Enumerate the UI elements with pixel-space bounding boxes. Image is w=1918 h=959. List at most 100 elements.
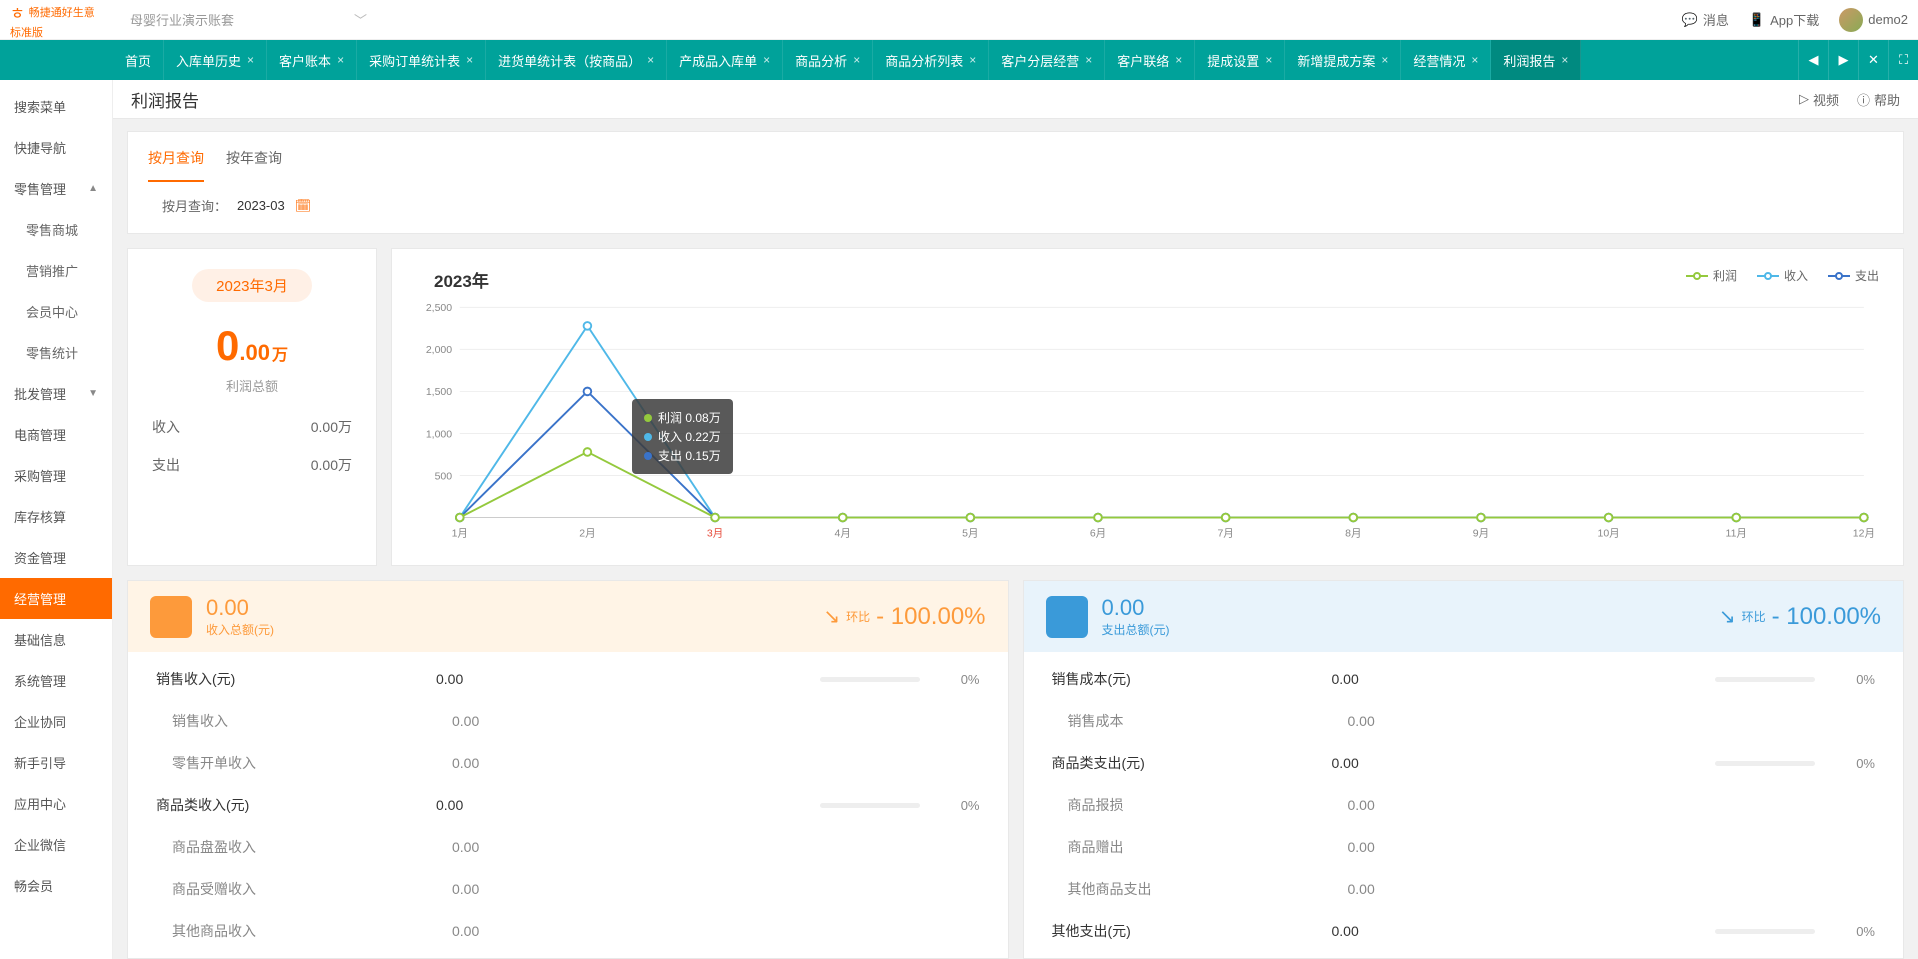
detail-row: 零售开单收入0.00 — [128, 742, 1008, 784]
tab-item[interactable]: 产成品入库单× — [667, 40, 783, 80]
tab-item[interactable]: 采购订单统计表× — [357, 40, 486, 80]
subtab[interactable]: 按年查询 — [226, 148, 282, 182]
sidebar-item[interactable]: 资金管理 — [0, 537, 112, 578]
close-icon[interactable]: × — [1265, 53, 1272, 67]
expense-label: 支出 — [152, 455, 180, 475]
tab-item[interactable]: 商品分析列表× — [873, 40, 989, 80]
sidebar-item[interactable]: 搜索菜单 — [0, 86, 112, 127]
close-icon[interactable]: × — [337, 53, 344, 67]
chevron-down-icon: ﹀ — [354, 10, 367, 29]
sidebar-item[interactable]: 采购管理 — [0, 455, 112, 496]
svg-text:2月: 2月 — [579, 528, 595, 540]
tab-item[interactable]: 利润报告× — [1491, 40, 1581, 80]
legend-item[interactable]: 收入 — [1757, 267, 1808, 284]
sidebar-item[interactable]: 新手引导 — [0, 742, 112, 783]
user-menu[interactable]: demo2 — [1839, 8, 1908, 32]
tab-item[interactable]: 进货单统计表（按商品）× — [486, 40, 667, 80]
close-icon[interactable]: × — [853, 53, 860, 67]
tab-scroll-right[interactable]: ▶ — [1828, 40, 1858, 80]
fullscreen-button[interactable]: ⛶ — [1888, 40, 1918, 80]
svg-text:10月: 10月 — [1598, 528, 1620, 540]
sidebar-item[interactable]: 畅会员 — [0, 865, 112, 906]
sidebar-item[interactable]: 零售管理▲ — [0, 168, 112, 209]
messages-button[interactable]: 💬消息 — [1682, 10, 1729, 29]
close-icon[interactable]: × — [466, 53, 473, 67]
tab-item[interactable]: 新增提成方案× — [1285, 40, 1401, 80]
subtab[interactable]: 按月查询 — [148, 148, 204, 182]
topbar: ㅎ畅捷通好生意 标准版 母婴行业演示账套 ﹀ 💬消息 📱App下载 demo2 — [0, 0, 1918, 40]
sidebar-item[interactable]: 营销推广 — [0, 250, 112, 291]
sidebar-item[interactable]: 快捷导航 — [0, 127, 112, 168]
close-icon[interactable]: × — [1561, 53, 1568, 67]
close-icon[interactable]: × — [1085, 53, 1092, 67]
detail-row: 商品赠出0.00 — [1024, 826, 1904, 868]
sidebar-item[interactable]: 系统管理 — [0, 660, 112, 701]
svg-text:2,000: 2,000 — [426, 344, 452, 356]
legend-item[interactable]: 利润 — [1686, 267, 1737, 284]
calendar-icon[interactable]: 🗓 — [295, 198, 312, 214]
detail-row: 销售收入0.00 — [128, 700, 1008, 742]
tab-scroll-left[interactable]: ◀ — [1798, 40, 1828, 80]
sidebar-item[interactable]: 应用中心 — [0, 783, 112, 824]
close-icon[interactable]: × — [247, 53, 254, 67]
legend-item[interactable]: 支出 — [1828, 267, 1879, 284]
caret-icon: ▲ — [88, 183, 98, 194]
sidebar-item[interactable]: 零售统计 — [0, 332, 112, 373]
expense-value: 0.00万 — [311, 455, 352, 475]
help-link[interactable]: ⓘ帮助 — [1857, 90, 1900, 109]
close-icon[interactable]: × — [647, 53, 654, 67]
sub-tabs: 按月查询按年查询 — [128, 132, 1903, 182]
query-label: 按月查询： — [162, 196, 227, 215]
close-icon[interactable]: × — [1175, 53, 1182, 67]
detail-row: 销售成本(元)0.000% — [1024, 658, 1904, 700]
tab-item[interactable]: 提成设置× — [1195, 40, 1285, 80]
tab-item[interactable]: 客户分层经营× — [989, 40, 1105, 80]
play-icon: ▷ — [1799, 91, 1809, 107]
tab-item[interactable]: 客户账本× — [267, 40, 357, 80]
tab-item[interactable]: 经营情况× — [1401, 40, 1491, 80]
chart-legend: 利润 收入 支出 — [1686, 267, 1879, 284]
svg-text:2,500: 2,500 — [426, 302, 452, 314]
sidebar-item[interactable]: 批发管理▼ — [0, 373, 112, 414]
svg-text:4月: 4月 — [835, 528, 851, 540]
profit-label: 利润总额 — [146, 376, 358, 395]
query-row: 按月查询： 2023-03 🗓 — [128, 182, 1903, 233]
sidebar-item[interactable]: 库存核算 — [0, 496, 112, 537]
tenant-selector[interactable]: 母婴行业演示账套 ﹀ — [130, 10, 367, 29]
expense-icon — [1046, 596, 1088, 638]
detail-row: 商品盘盈收入0.00 — [128, 826, 1008, 868]
huanbi-label: 环比 — [1742, 608, 1766, 625]
app-download-button[interactable]: 📱App下载 — [1749, 10, 1819, 29]
expense-total-label: 支出总额(元) — [1102, 621, 1170, 638]
tab-item[interactable]: 入库单历史× — [164, 40, 267, 80]
detail-row: 商品类收入(元)0.000% — [128, 784, 1008, 826]
tab-item[interactable]: 商品分析× — [783, 40, 873, 80]
sidebar-item[interactable]: 会员中心 — [0, 291, 112, 332]
video-link[interactable]: ▷视频 — [1799, 90, 1839, 109]
svg-text:3月: 3月 — [707, 528, 723, 540]
tab-item[interactable]: 首页 — [113, 40, 164, 80]
page-title: 利润报告 — [131, 87, 199, 112]
income-card: 0.00 收入总额(元) ↘ 环比 - 100.00% 销售收入(元)0.000… — [127, 580, 1009, 959]
sidebar-item[interactable]: 企业微信 — [0, 824, 112, 865]
tab-bar: 首页入库单历史×客户账本×采购订单统计表×进货单统计表（按商品）×产成品入库单×… — [0, 40, 1918, 80]
sidebar-item[interactable]: 基础信息 — [0, 619, 112, 660]
month-badge: 2023年3月 — [192, 269, 312, 302]
profit-total: 0.00万 — [146, 322, 358, 370]
svg-text:1,000: 1,000 — [426, 428, 452, 440]
query-date[interactable]: 2023-03 — [237, 198, 285, 213]
close-icon[interactable]: × — [1381, 53, 1388, 67]
close-icon[interactable]: × — [763, 53, 770, 67]
tab-close-all[interactable]: ✕ — [1858, 40, 1888, 80]
sidebar-item[interactable]: 零售商城 — [0, 209, 112, 250]
close-icon[interactable]: × — [1471, 53, 1478, 67]
sidebar-item[interactable]: 企业协同 — [0, 701, 112, 742]
page-header: 利润报告 ▷视频 ⓘ帮助 — [113, 80, 1918, 119]
close-icon[interactable]: × — [969, 53, 976, 67]
detail-row: 商品受赠收入0.00 — [128, 868, 1008, 910]
svg-text:1月: 1月 — [452, 528, 468, 540]
tab-item[interactable]: 客户联络× — [1105, 40, 1195, 80]
sidebar-item[interactable]: 经营管理 — [0, 578, 112, 619]
sidebar-item[interactable]: 电商管理 — [0, 414, 112, 455]
svg-text:7月: 7月 — [1217, 528, 1233, 540]
